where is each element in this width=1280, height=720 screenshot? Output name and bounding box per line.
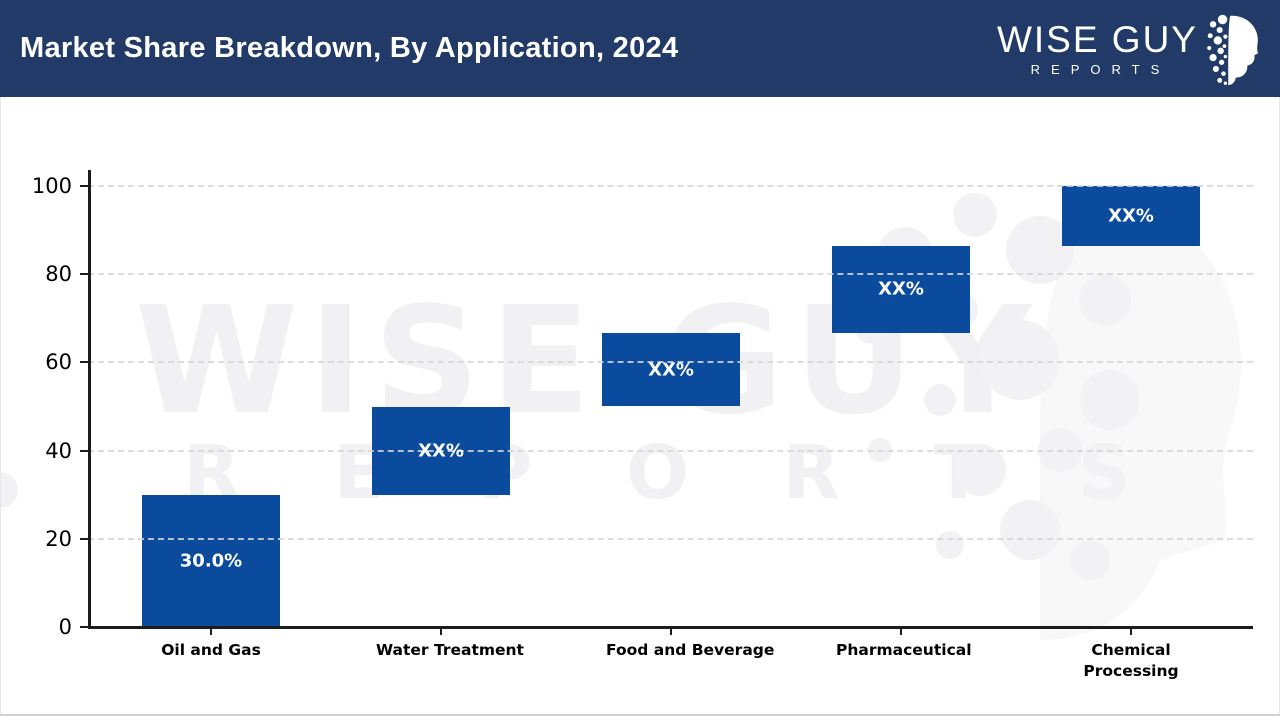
brand-subname: REPORTS <box>1030 61 1171 77</box>
category-label-pharmaceutical: Pharmaceutical <box>836 641 972 659</box>
x-tick-water-treatment <box>440 627 442 635</box>
y-tick-label-100: 100 <box>31 174 72 198</box>
y-tick-100 <box>80 185 88 187</box>
y-tick-0 <box>80 626 88 628</box>
bar-value-label-chemical-processing: XX% <box>1108 205 1154 227</box>
y-tick-40 <box>80 449 88 452</box>
x-tick-food-and-beverage <box>670 627 672 635</box>
y-tick-label-20: 20 <box>45 526 72 551</box>
gridline-20 <box>88 537 1253 540</box>
frame-bottom-border <box>0 714 1280 716</box>
y-tick-20 <box>80 537 88 540</box>
header-bar: Market Share Breakdown, By Application, … <box>0 0 1280 97</box>
frame-left-border <box>0 97 1 715</box>
y-axis <box>88 170 91 629</box>
category-label-chemical-processing: Chemical Processing <box>1083 641 1179 680</box>
brand-name: WISE GUY <box>996 18 1198 60</box>
gridline-60 <box>88 361 1253 364</box>
bar-value-label-food-and-beverage: XX% <box>648 359 694 381</box>
category-label-water-treatment: Water Treatment <box>376 641 524 659</box>
brand-head-icon <box>1207 14 1259 85</box>
x-tick-chemical-processing <box>1130 627 1132 635</box>
page-title: Market Share Breakdown, By Application, … <box>20 32 679 64</box>
gridline-40 <box>88 449 1253 452</box>
bar-value-label-oil-and-gas: 30.0% <box>179 550 243 572</box>
y-tick-label-40: 40 <box>45 438 72 463</box>
bar-value-label-pharmaceutical: XX% <box>878 278 924 300</box>
x-tick-oil-and-gas <box>210 627 212 635</box>
gridline-100 <box>88 185 1253 187</box>
bar-food-and-beverage <box>602 332 740 407</box>
category-label-food-and-beverage: Food and Beverage <box>606 641 775 659</box>
bar-oil-and-gas <box>142 494 280 627</box>
y-tick-80 <box>80 273 88 276</box>
y-tick-label-0: 0 <box>58 615 72 639</box>
x-axis <box>88 626 1253 629</box>
y-tick-label-80: 80 <box>45 262 72 287</box>
bar-chemical-processing <box>1062 186 1200 246</box>
y-tick-60 <box>80 361 88 364</box>
gridline-80 <box>88 273 1253 276</box>
y-tick-label-60: 60 <box>45 350 72 375</box>
category-label-oil-and-gas: Oil and Gas <box>161 641 261 659</box>
brand-logo-text: WISE GUY REPORTS <box>996 18 1198 77</box>
brand-logo: WISE GUY REPORTS <box>997 11 1262 87</box>
x-tick-pharmaceutical <box>900 627 902 635</box>
bar-value-label-water-treatment: XX% <box>418 440 464 462</box>
bar-pharmaceutical <box>832 245 970 333</box>
